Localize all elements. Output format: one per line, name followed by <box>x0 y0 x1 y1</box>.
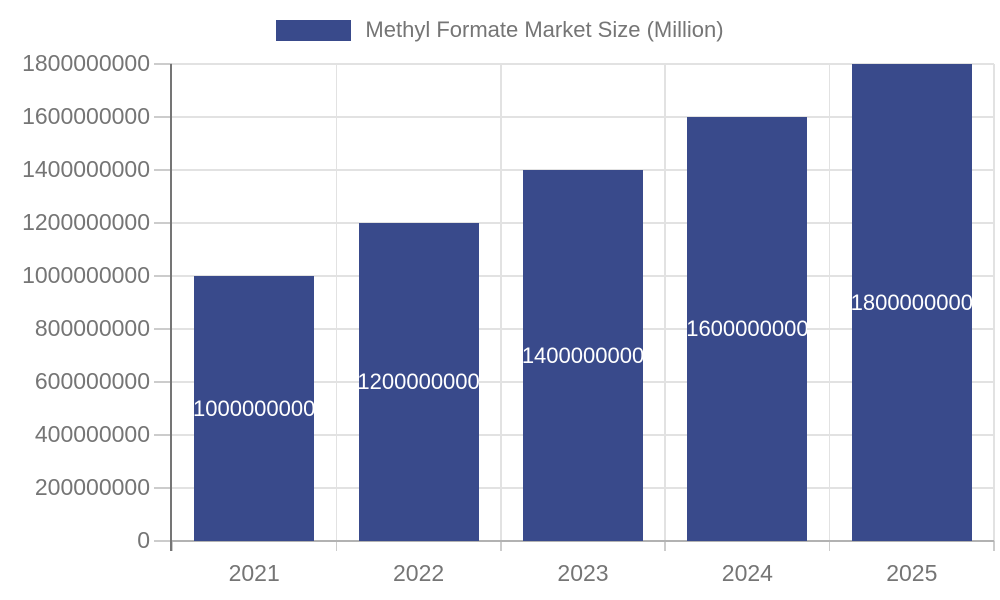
gridline-horizontal <box>172 63 994 65</box>
y-axis-tick-label: 800000000 <box>34 314 150 341</box>
y-axis-tick <box>154 381 172 383</box>
y-axis-tick <box>154 540 172 542</box>
y-axis-tick-label: 0 <box>137 526 150 553</box>
bar-value-label: 1000000000 <box>194 395 315 421</box>
legend[interactable]: Methyl Formate Market Size (Million) <box>0 17 1000 43</box>
y-axis-tick <box>154 222 172 224</box>
y-axis-tick-label: 600000000 <box>34 367 150 394</box>
bar-2021: 1000000000 <box>194 276 315 541</box>
y-axis-tick-label: 1200000000 <box>22 208 150 235</box>
x-axis-tick <box>828 541 831 551</box>
y-axis-tick <box>154 116 172 118</box>
y-axis-line <box>170 64 172 551</box>
y-axis-tick <box>154 169 172 171</box>
gridline-vertical <box>335 64 338 541</box>
x-axis-tick-label: 2022 <box>393 560 445 586</box>
y-axis-tick <box>154 487 172 489</box>
gridline-horizontal <box>172 116 994 118</box>
bar-value-label: 1400000000 <box>523 342 643 368</box>
gridline-vertical <box>993 64 995 541</box>
x-axis-tick <box>664 541 666 551</box>
x-axis-tick <box>500 541 502 551</box>
bar-value-label: 1800000000 <box>851 289 972 315</box>
bar-2023: 1400000000 <box>523 170 643 541</box>
bar-value-label: 1200000000 <box>358 369 479 394</box>
y-axis-tick-label: 200000000 <box>34 473 150 500</box>
y-axis-tick <box>154 63 172 65</box>
gridline-vertical <box>664 64 666 541</box>
bar-2025: 1800000000 <box>851 64 972 541</box>
bar-2024: 1600000000 <box>687 117 808 541</box>
y-axis-tick-label: 1800000000 <box>22 49 150 76</box>
bar-value-label: 1600000000 <box>687 316 808 341</box>
bar-2022: 1200000000 <box>358 223 479 541</box>
x-axis-tick <box>171 541 173 551</box>
gridline-vertical <box>828 64 831 541</box>
x-axis-tick-label: 2021 <box>228 560 280 586</box>
y-axis-tick <box>154 328 172 330</box>
legend-label: Methyl Formate Market Size (Million) <box>365 17 724 42</box>
y-axis-tick-label: 400000000 <box>34 420 150 447</box>
x-axis-tick <box>335 541 338 551</box>
x-axis-tick-label: 2024 <box>721 560 773 586</box>
y-axis-tick <box>154 275 172 277</box>
x-axis-line <box>172 540 994 542</box>
gridline-vertical <box>500 64 502 541</box>
x-axis-tick <box>993 541 995 551</box>
y-axis-tick <box>154 434 172 436</box>
x-axis-tick-label: 2025 <box>886 560 938 586</box>
legend-swatch <box>276 19 352 41</box>
y-axis-tick-label: 1600000000 <box>22 102 150 129</box>
x-axis-tick-label: 2023 <box>557 560 609 586</box>
y-axis-tick-label: 1400000000 <box>22 155 150 182</box>
y-axis-tick-label: 1000000000 <box>22 261 150 288</box>
